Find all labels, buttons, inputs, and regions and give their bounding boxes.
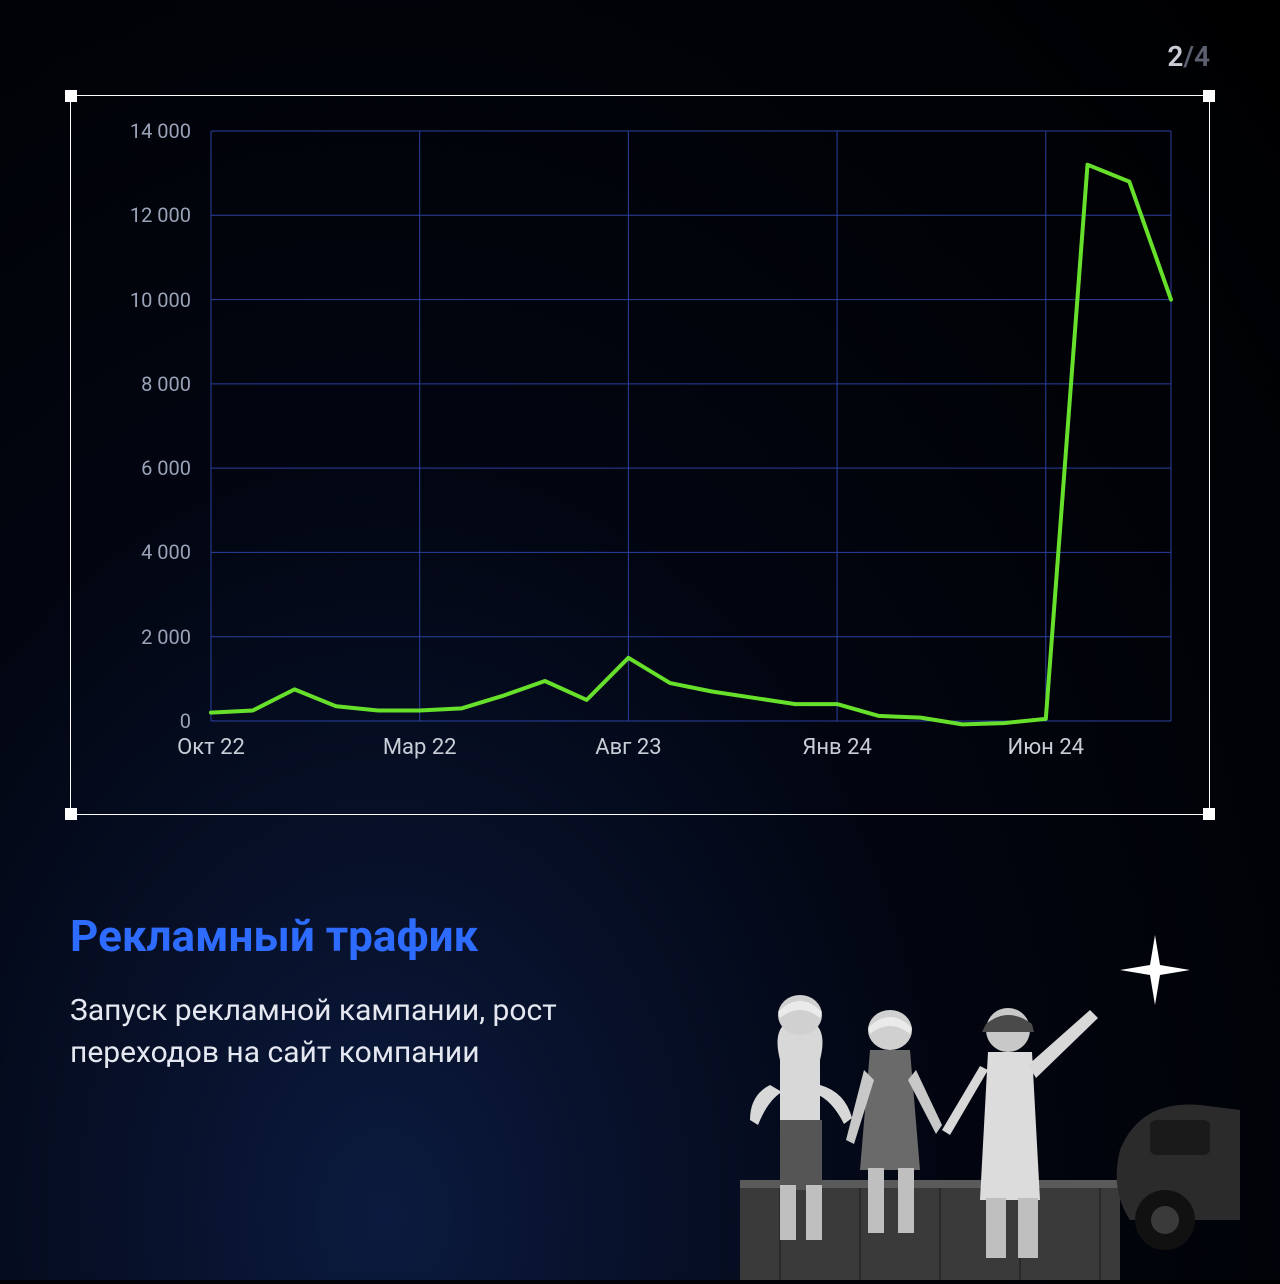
page-total: 4 bbox=[1194, 40, 1210, 73]
resize-handle-tr[interactable] bbox=[1203, 90, 1215, 102]
y-tick-label: 0 bbox=[180, 709, 191, 733]
resize-handle-br[interactable] bbox=[1203, 808, 1215, 820]
x-tick-label: Июн 24 bbox=[1008, 735, 1085, 760]
y-tick-label: 2 000 bbox=[141, 625, 191, 649]
x-tick-label: Мар 22 bbox=[383, 735, 457, 760]
chart-line bbox=[211, 131, 1171, 721]
slide-subtitle: Запуск рекламной кампании, рост переходо… bbox=[70, 990, 630, 1074]
y-tick-label: 10 000 bbox=[130, 288, 191, 312]
y-tick-label: 12 000 bbox=[130, 203, 191, 227]
x-tick-label: Авг 23 bbox=[595, 735, 661, 760]
chart-selection-frame: 0 2 000 4 000 6 000 8 000 10 000 12 000 14 000 О… bbox=[70, 95, 1210, 815]
x-tick-label: Янв 24 bbox=[802, 735, 871, 760]
resize-handle-tl[interactable] bbox=[65, 90, 77, 102]
page-sep: / bbox=[1183, 40, 1194, 73]
slide-title: Рекламный трафик bbox=[70, 910, 478, 962]
plot-area bbox=[211, 131, 1171, 721]
chart: 02 0004 0006 0008 00010 00012 00014 000О… bbox=[101, 131, 1181, 781]
x-tick-label: Окт 22 bbox=[177, 735, 245, 760]
y-tick-label: 6 000 bbox=[141, 456, 191, 480]
y-tick-label: 14 000 bbox=[130, 119, 191, 143]
resize-handle-bl[interactable] bbox=[65, 808, 77, 820]
illustration bbox=[620, 920, 1240, 1280]
page-counter: 2/4 bbox=[1167, 40, 1210, 73]
y-tick-label: 8 000 bbox=[141, 372, 191, 396]
y-tick-label: 4 000 bbox=[141, 540, 191, 564]
page-current: 2 bbox=[1167, 40, 1183, 73]
